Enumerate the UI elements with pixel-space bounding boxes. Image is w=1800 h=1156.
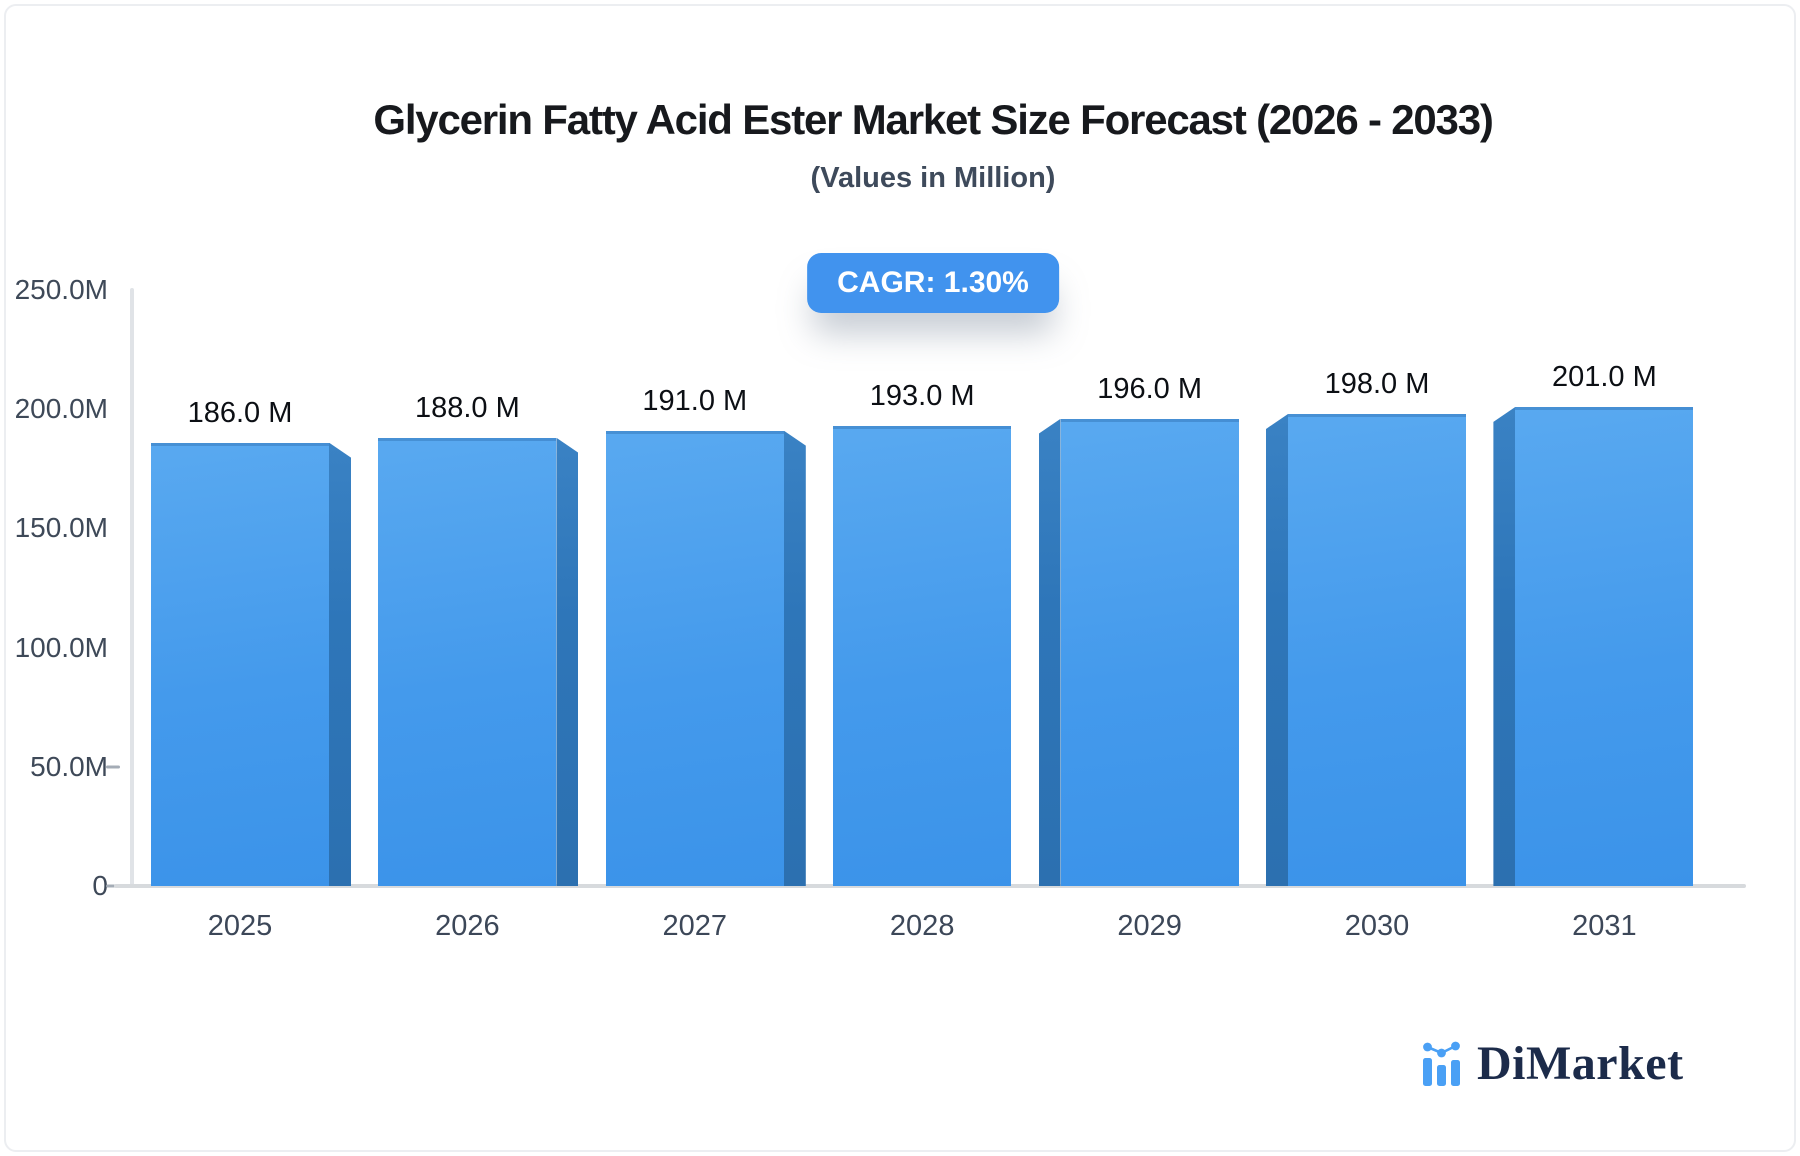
bar-chart-with-trend-dots-icon — [1423, 1041, 1460, 1086]
bar-value-label: 196.0 M — [1097, 372, 1202, 405]
x-category-label: 2028 — [889, 910, 955, 942]
dimarket-logo: DiMarket — [1421, 1040, 1684, 1088]
x-category-label: 2031 — [1572, 910, 1637, 942]
bar-2028[interactable] — [833, 425, 1012, 886]
bar-side-3d — [556, 437, 579, 886]
y-tick-dash — [106, 765, 120, 769]
bar-side-3d — [1493, 406, 1516, 886]
bar-face — [833, 425, 1012, 886]
x-category-label: 2025 — [207, 910, 273, 942]
bar-2025[interactable] — [151, 442, 351, 886]
cagr-badge: CAGR: 1.30% — [807, 253, 1059, 313]
bar-side-3d — [1266, 413, 1288, 886]
bar-face — [1515, 406, 1694, 886]
y-tick-label: 0 — [92, 870, 108, 901]
bar-face — [1060, 418, 1239, 886]
chart-subtitle: (Values in Million) — [810, 162, 1056, 194]
y-tick-dash — [106, 884, 120, 888]
brand-name: DiMarket — [1477, 1037, 1684, 1090]
bar-side-3d — [329, 442, 351, 886]
bar-face — [151, 442, 329, 886]
bar-side-3d — [783, 430, 806, 886]
y-tick-label: 200.0M — [14, 393, 108, 425]
x-category-label: 2030 — [1344, 910, 1410, 942]
bar-2031[interactable] — [1493, 406, 1694, 886]
bar-value-label: 201.0 M — [1551, 360, 1657, 393]
bar-face — [1288, 413, 1466, 886]
y-tick-label: 250.0M — [14, 274, 108, 305]
x-category-label: 2029 — [1117, 910, 1182, 942]
y-axis-line — [130, 288, 134, 888]
x-category-label: 2027 — [662, 910, 728, 942]
bar-face — [378, 437, 557, 886]
chart-title: Glycerin Fatty Acid Ester Market Size Fo… — [373, 96, 1494, 143]
bar-value-label: 188.0 M — [414, 391, 520, 424]
bar-2029[interactable] — [1038, 418, 1239, 886]
bar-value-label: 191.0 M — [642, 384, 748, 417]
y-tick-label: 100.0M — [14, 631, 108, 663]
y-tick-label: 50.0M — [30, 750, 108, 782]
bar-value-label: 186.0 M — [187, 396, 293, 429]
bar-side-3d — [1038, 418, 1061, 886]
x-category-label: 2026 — [435, 910, 500, 942]
bar-2026[interactable] — [378, 437, 579, 886]
bar-2030[interactable] — [1266, 413, 1466, 886]
bar-face — [605, 430, 784, 886]
bar-2027[interactable] — [605, 430, 806, 886]
bar-value-label: 193.0 M — [869, 379, 975, 412]
y-tick-label: 150.0M — [14, 512, 108, 544]
x-axis-line — [114, 884, 1746, 888]
bar-value-label: 198.0 M — [1324, 367, 1430, 400]
